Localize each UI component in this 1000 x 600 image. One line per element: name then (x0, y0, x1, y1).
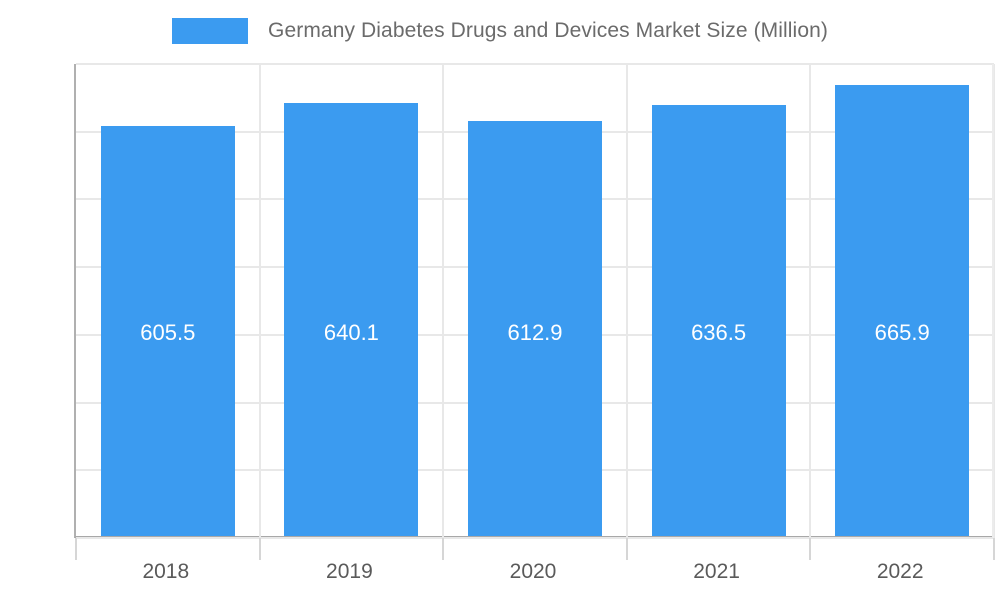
bar[interactable]: 640.1 (284, 102, 419, 536)
gridline-vertical (809, 64, 812, 538)
gridline-vertical (993, 64, 995, 538)
bar[interactable]: 665.9 (835, 85, 970, 536)
bar[interactable]: 612.9 (468, 120, 602, 536)
bar-value-label: 636.5 (691, 320, 747, 345)
gridline-horizontal (76, 537, 994, 539)
x-axis-tick-mark (75, 538, 77, 560)
x-axis-tick-mark (809, 538, 812, 560)
gridline-horizontal (76, 63, 994, 65)
bar-value-label: 605.5 (140, 320, 196, 345)
x-axis-tick-label: 2021 (693, 560, 740, 583)
x-axis-tick-label: 2022 (876, 560, 924, 583)
gridline-vertical (442, 64, 445, 538)
x-axis-tick-label: 2019 (326, 560, 373, 583)
plot-right-border (992, 64, 994, 538)
x-axis-tick-mark (258, 538, 261, 560)
bar-value-label: 665.9 (874, 320, 930, 345)
x-axis-tick-mark (625, 538, 628, 560)
bar-value-label: 612.9 (507, 320, 563, 345)
x-axis-tick-label: 2020 (509, 560, 557, 583)
bar[interactable]: 605.5 (100, 126, 235, 536)
gridline-vertical (258, 64, 261, 538)
plot-area: 605.5 640.1 612.9 636.5 665.9 (74, 63, 995, 560)
legend-item-label: Germany Diabetes Drugs and Devices Marke… (268, 19, 828, 42)
legend-swatch-icon (172, 18, 249, 44)
x-axis-tick-mark (993, 538, 995, 560)
bar-value-label: 640.1 (323, 320, 379, 345)
x-axis-tick-label: 2018 (142, 560, 190, 583)
x-axis-tick-mark (442, 538, 445, 560)
chart-legend: Germany Diabetes Drugs and Devices Marke… (0, 10, 1000, 52)
gridline-vertical (625, 64, 628, 538)
bar[interactable]: 636.5 (651, 105, 786, 536)
